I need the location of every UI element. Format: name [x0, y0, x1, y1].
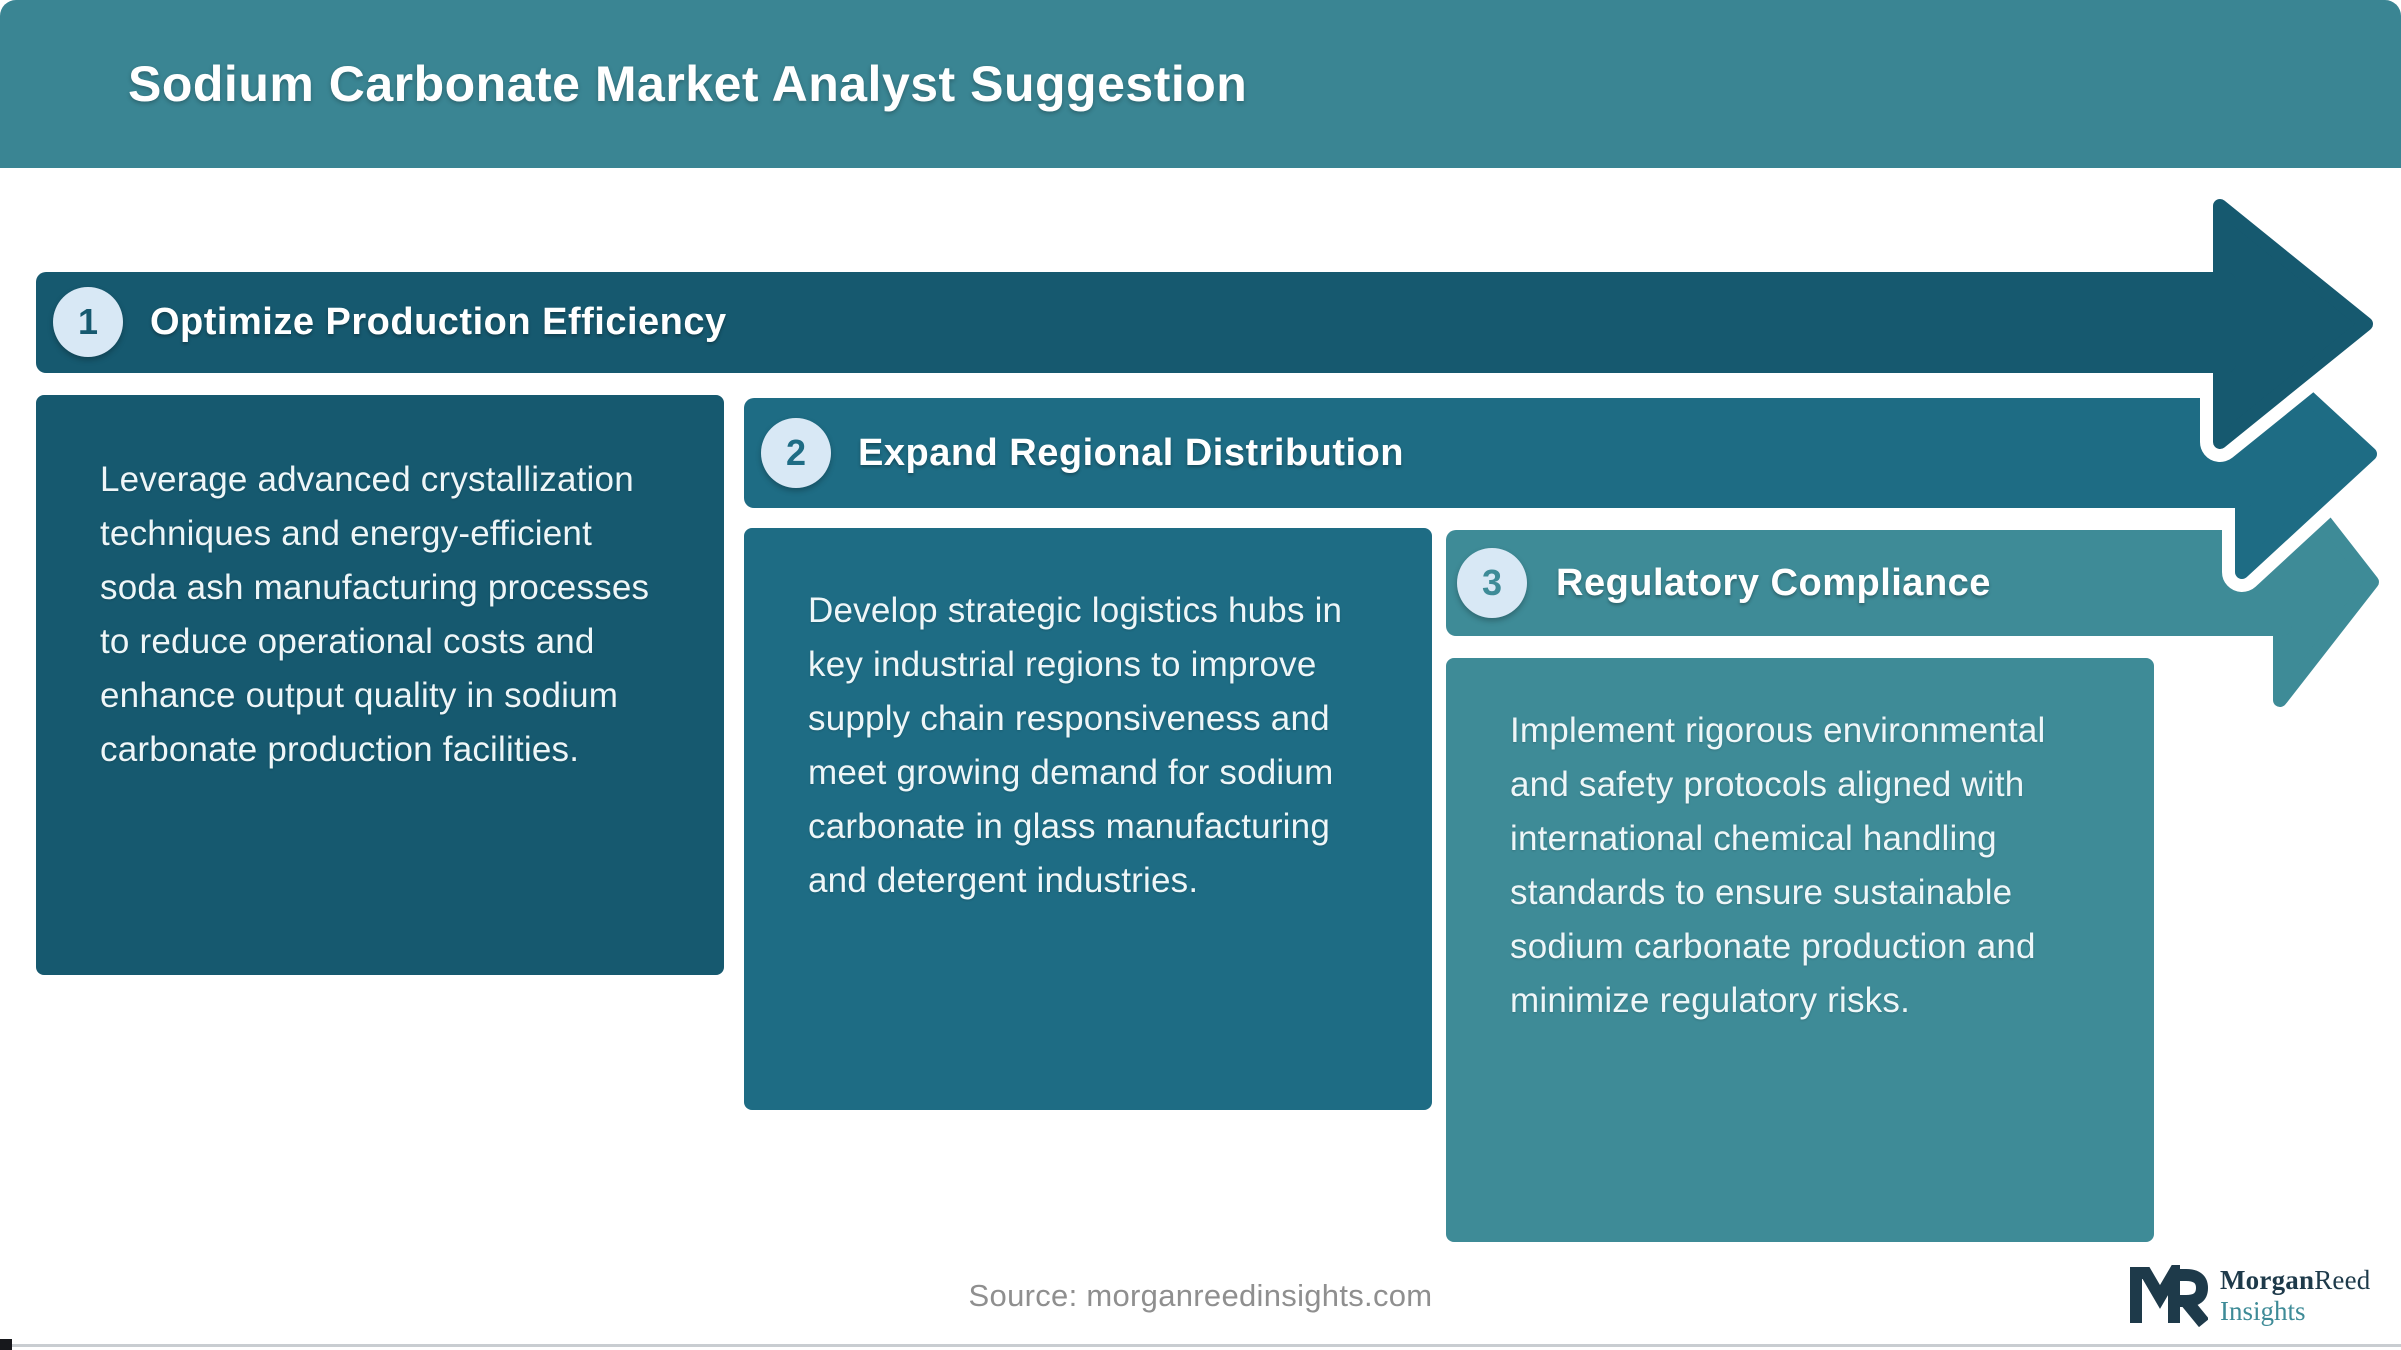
step-1-body: Leverage advanced crystallization techni… — [100, 460, 650, 769]
step-2-panel: Develop strategic logistics hubs in key … — [744, 528, 1432, 1110]
source-text: Source: morganreedinsights.com — [968, 1278, 1433, 1313]
arrow-2-head — [2235, 329, 2377, 579]
arrow-3-head-gap — [2260, 444, 2392, 720]
step-3-body: Implement rigorous environmental and saf… — [1510, 711, 2046, 1020]
arrow-2-head-gap — [2222, 316, 2390, 592]
step-1-panel: Leverage advanced crystallization techni… — [36, 395, 724, 975]
step-1-number: 1 — [77, 301, 99, 342]
arrow-3-head — [2273, 457, 2379, 707]
mr-monogram-icon — [2130, 1265, 2208, 1327]
logo-name-regular: Reed — [2314, 1265, 2371, 1295]
step-3-number-badge: 3 — [1457, 548, 1527, 618]
step-3-number: 3 — [1481, 562, 1503, 603]
step-2-number: 2 — [785, 432, 807, 473]
page-title: Sodium Carbonate Market Analyst Suggesti… — [128, 56, 1248, 112]
logo-name: MorganReed — [2220, 1267, 2370, 1294]
logo-text: MorganReed Insights — [2220, 1267, 2370, 1325]
bottom-divider — [0, 1344, 2401, 1347]
step-1-heading: Optimize Production Efficiency — [150, 301, 727, 343]
step-2-heading: Expand Regional Distribution — [858, 431, 1405, 474]
brand-logo: MorganReed Insights — [2130, 1256, 2390, 1336]
step-2-number-badge: 2 — [761, 418, 831, 488]
corner-mark — [0, 1339, 12, 1350]
logo-name-bold: Morgan — [2220, 1265, 2315, 1295]
arrow-1-head — [2213, 199, 2373, 449]
header-banner: Sodium Carbonate Market Analyst Suggesti… — [0, 0, 2401, 168]
step-1-number-badge: 1 — [53, 287, 123, 357]
step-2-body: Develop strategic logistics hubs in key … — [808, 591, 1343, 900]
step-3-heading: Regulatory Compliance — [1556, 561, 1991, 604]
step-3-panel: Implement rigorous environmental and saf… — [1446, 658, 2154, 1242]
logo-tagline: Insights — [2220, 1296, 2306, 1326]
arrow-1-head-gap — [2200, 186, 2386, 462]
